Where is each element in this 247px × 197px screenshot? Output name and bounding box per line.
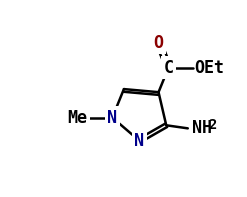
Text: C: C (164, 59, 174, 76)
Text: N: N (107, 109, 117, 127)
Text: N: N (134, 132, 144, 150)
Text: Me: Me (68, 109, 88, 127)
Text: OEt: OEt (195, 59, 225, 76)
Text: NH: NH (192, 119, 212, 137)
Text: O: O (154, 34, 164, 52)
Text: 2: 2 (208, 118, 216, 132)
